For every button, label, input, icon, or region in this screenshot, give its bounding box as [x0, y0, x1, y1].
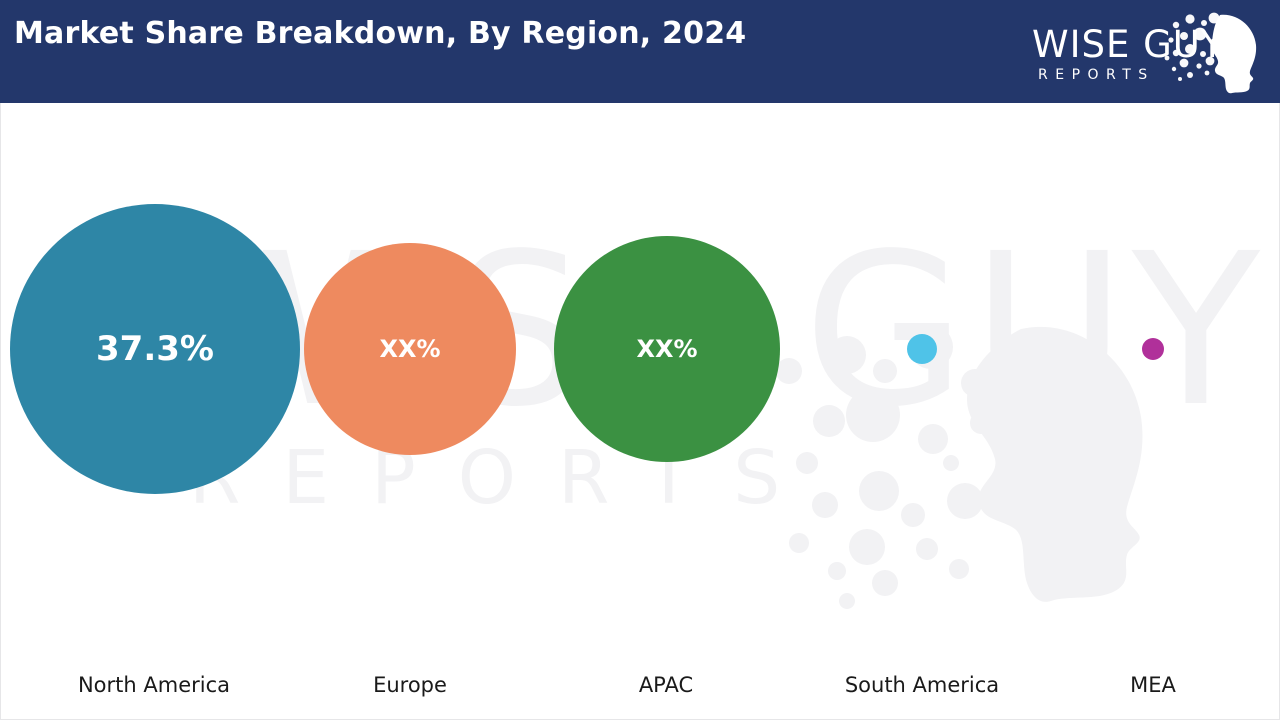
bubble-south-america[interactable]	[907, 334, 937, 364]
chart-header: Market Share Breakdown, By Region, 2024 …	[0, 0, 1280, 103]
bubble-europe[interactable]: XX%	[304, 243, 516, 455]
wise-guy-reports-logo: WISE GUY REPORTS	[1024, 9, 1262, 95]
bubble-apac[interactable]: XX%	[554, 236, 780, 462]
chart-plot-area: WISE GUY REPORTS	[0, 103, 1280, 720]
bubble-mea[interactable]	[1142, 338, 1164, 360]
bubble-label-north-america: 37.3%	[96, 329, 214, 369]
category-label-mea: MEA	[1130, 673, 1176, 697]
category-label-europe: Europe	[373, 673, 447, 697]
category-label-apac: APAC	[638, 673, 694, 697]
page-title: Market Share Breakdown, By Region, 2024	[14, 15, 747, 51]
svg-text:REPORTS: REPORTS	[1038, 67, 1155, 83]
category-label-north-america: North America	[77, 673, 231, 697]
bubble-label-apac: XX%	[636, 335, 698, 363]
bubble-series: 37.3% XX% XX%	[1, 103, 1279, 719]
category-label-south-america: South America	[844, 673, 1000, 697]
bubble-north-america[interactable]: 37.3%	[10, 204, 300, 494]
bubble-label-europe: XX%	[379, 335, 441, 363]
